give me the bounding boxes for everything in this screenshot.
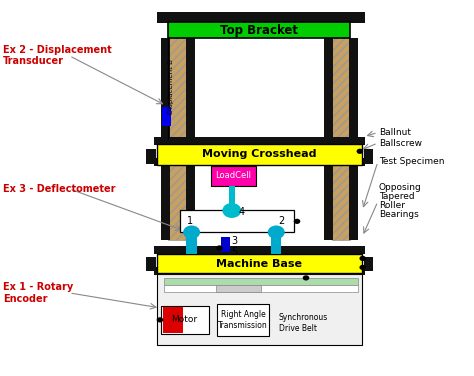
Bar <box>364 149 373 164</box>
Bar <box>168 38 187 240</box>
Text: Tapered: Tapered <box>379 193 414 202</box>
Circle shape <box>156 317 163 323</box>
Bar <box>186 231 197 253</box>
Circle shape <box>303 275 310 280</box>
Bar <box>271 231 282 253</box>
Bar <box>349 38 358 240</box>
Bar <box>324 38 333 240</box>
Bar <box>180 211 294 232</box>
Bar <box>156 12 365 23</box>
Bar <box>156 254 362 273</box>
Text: 5: 5 <box>231 247 237 257</box>
Text: Displacement B: Displacement B <box>168 59 174 114</box>
Bar <box>164 285 357 292</box>
Text: Right Angle
Transmission: Right Angle Transmission <box>218 310 268 330</box>
Text: Bearings: Bearings <box>379 211 419 220</box>
Bar <box>146 257 156 271</box>
Text: Encoder: Encoder <box>3 294 47 303</box>
Circle shape <box>216 245 223 250</box>
Bar <box>155 158 365 166</box>
Text: Ballnut: Ballnut <box>379 128 411 137</box>
Bar <box>186 38 195 240</box>
Bar <box>216 285 261 292</box>
Bar <box>221 237 230 252</box>
Text: 1: 1 <box>187 216 193 226</box>
Bar <box>156 274 362 345</box>
Text: Ex 1 - Rotary: Ex 1 - Rotary <box>3 282 73 292</box>
Bar <box>155 267 365 275</box>
Text: Ex 3 - Deflectometer: Ex 3 - Deflectometer <box>3 184 116 194</box>
Bar <box>164 253 190 274</box>
Text: LoadCell: LoadCell <box>216 171 251 180</box>
Circle shape <box>294 219 301 224</box>
Bar <box>146 149 156 164</box>
Bar <box>164 278 357 285</box>
Text: Synchronous
Drive Belt: Synchronous Drive Belt <box>279 313 328 332</box>
Circle shape <box>359 265 366 270</box>
Text: Ballscrew: Ballscrew <box>379 138 422 147</box>
Bar <box>156 144 362 165</box>
Circle shape <box>183 226 200 239</box>
Bar <box>155 246 365 253</box>
Text: Moving Crosshead: Moving Crosshead <box>202 150 317 159</box>
Bar <box>168 23 350 38</box>
Bar <box>329 253 355 274</box>
Bar <box>161 306 209 334</box>
Bar <box>155 137 365 145</box>
Text: 2: 2 <box>278 216 284 226</box>
Text: Ex 2 - Displacement: Ex 2 - Displacement <box>3 45 112 55</box>
Text: Roller: Roller <box>379 202 405 211</box>
Bar <box>161 38 170 240</box>
Text: Motor: Motor <box>172 315 198 324</box>
Bar <box>229 186 235 208</box>
Text: Machine Base: Machine Base <box>217 259 302 269</box>
Bar <box>162 107 171 126</box>
Circle shape <box>222 203 241 218</box>
Bar <box>364 257 373 271</box>
Text: 4: 4 <box>239 207 245 217</box>
Bar <box>331 38 350 240</box>
Text: 3: 3 <box>231 236 237 246</box>
Bar <box>217 304 269 336</box>
Text: Test Specimen: Test Specimen <box>379 157 444 166</box>
Circle shape <box>356 149 363 154</box>
Bar <box>163 307 182 333</box>
Bar <box>211 165 256 186</box>
Text: Transducer: Transducer <box>3 56 64 67</box>
Circle shape <box>268 226 285 239</box>
Text: Opposing: Opposing <box>379 183 421 193</box>
Text: Top Bracket: Top Bracket <box>220 24 299 37</box>
Circle shape <box>359 256 366 261</box>
